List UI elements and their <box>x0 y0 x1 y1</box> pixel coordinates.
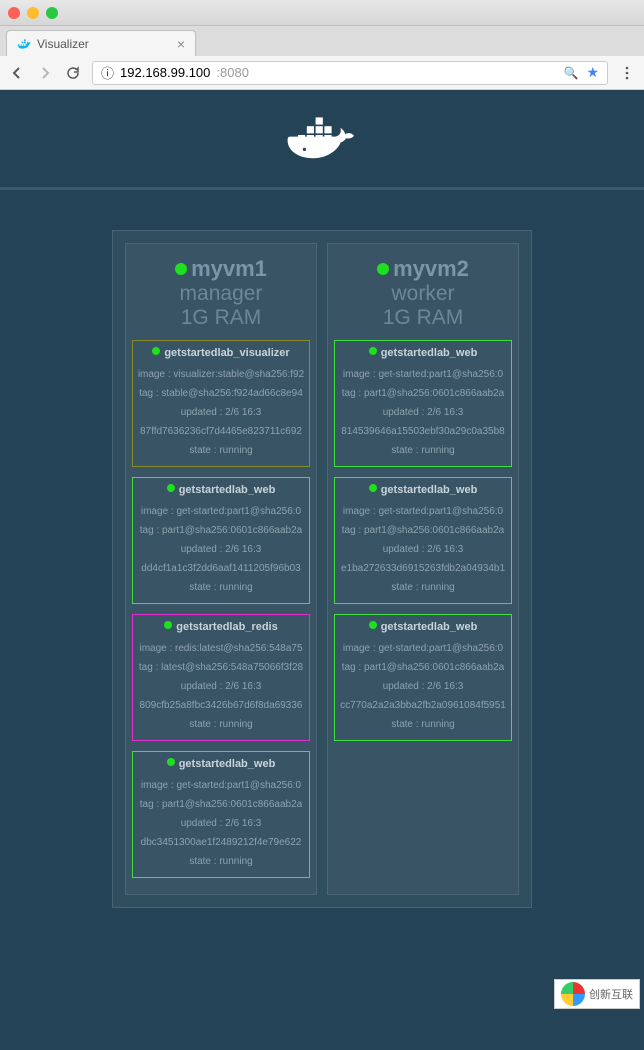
watermark: 创新互联 <box>554 979 640 1009</box>
service-title: getstartedlab_visualizer <box>137 347 305 359</box>
service-detail: state : running <box>137 578 305 597</box>
node-name: myvm2 <box>393 256 469 281</box>
url-host: 192.168.99.100 <box>120 65 210 80</box>
address-bar[interactable]: ⓘ 192.168.99.100 :8080 🔍 ★ <box>92 61 608 85</box>
status-dot-icon <box>152 347 160 355</box>
status-dot-icon <box>369 347 377 355</box>
service-card[interactable]: getstartedlab_webimage : get-started:par… <box>334 477 512 604</box>
tabstrip: Visualizer × <box>0 26 644 56</box>
watermark-icon <box>561 982 585 1006</box>
service-detail: 809cfb25a8fbc3426b67d6f8da69336 <box>137 696 305 715</box>
docker-logo-icon <box>282 109 362 169</box>
service-title: getstartedlab_redis <box>137 621 305 633</box>
service-detail: image : get-started:part1@sha256:0 <box>339 502 507 521</box>
service-detail: dbc3451300ae1f2489212f4e79e622 <box>137 833 305 852</box>
service-detail: state : running <box>137 441 305 460</box>
close-tab-icon[interactable]: × <box>177 36 185 52</box>
service-detail: state : running <box>137 715 305 734</box>
service-detail: updated : 2/6 16:3 <box>339 677 507 696</box>
service-detail: state : running <box>339 578 507 597</box>
node-header: myvm2worker1G RAM <box>334 250 512 340</box>
service-detail: tag : latest@sha256:548a75066f3f28 <box>137 658 305 677</box>
menu-button[interactable] <box>618 64 636 82</box>
browser-window: Visualizer × ⓘ 192.168.99.100 :8080 🔍 ★ <box>0 0 644 1050</box>
node-role: worker <box>334 282 512 306</box>
browser-tab[interactable]: Visualizer × <box>6 30 196 56</box>
service-detail: 87ffd7636236cf7d4465e823711c692 <box>137 422 305 441</box>
page-header <box>0 90 644 190</box>
back-button[interactable] <box>8 64 26 82</box>
service-detail: e1ba272633d6915263fdb2a04934b1 <box>339 559 507 578</box>
service-detail: image : redis:latest@sha256:548a75 <box>137 639 305 658</box>
service-card[interactable]: getstartedlab_webimage : get-started:par… <box>132 751 310 878</box>
service-detail: updated : 2/6 16:3 <box>137 403 305 422</box>
service-detail: image : get-started:part1@sha256:0 <box>339 639 507 658</box>
status-dot-icon <box>175 263 187 275</box>
service-detail: image : get-started:part1@sha256:0 <box>339 365 507 384</box>
status-dot-icon <box>164 621 172 629</box>
status-dot-icon <box>167 758 175 766</box>
titlebar <box>0 0 644 26</box>
reload-button[interactable] <box>64 64 82 82</box>
service-card[interactable]: getstartedlab_webimage : get-started:par… <box>334 340 512 467</box>
service-detail: tag : part1@sha256:0601c866aab2a <box>339 521 507 540</box>
site-info-icon[interactable]: ⓘ <box>101 63 114 82</box>
watermark-text: 创新互联 <box>589 986 633 1002</box>
service-detail: image : visualizer:stable@sha256:f92 <box>137 365 305 384</box>
status-dot-icon <box>377 263 389 275</box>
service-title: getstartedlab_web <box>339 347 507 359</box>
service-detail: updated : 2/6 16:3 <box>339 403 507 422</box>
status-dot-icon <box>369 484 377 492</box>
service-detail: cc770a2a2a3bba2fb2a0961084f5951 <box>339 696 507 715</box>
bookmark-star-icon[interactable]: ★ <box>586 64 599 81</box>
swarm-board: myvm1manager1G RAMgetstartedlab_visualiz… <box>112 230 532 908</box>
service-detail: tag : part1@sha256:0601c866aab2a <box>137 521 305 540</box>
node-header: myvm1manager1G RAM <box>132 250 310 340</box>
service-detail: state : running <box>339 441 507 460</box>
service-detail: state : running <box>137 852 305 871</box>
tab-title: Visualizer <box>37 37 89 51</box>
node-name: myvm1 <box>191 256 267 281</box>
service-detail: dd4cf1a1c3f2dd6aaf1411205f96b03 <box>137 559 305 578</box>
service-detail: tag : stable@sha256:f924ad66c8e94 <box>137 384 305 403</box>
zoom-icon[interactable]: 🔍 <box>563 66 578 80</box>
service-card[interactable]: getstartedlab_visualizerimage : visualiz… <box>132 340 310 467</box>
service-title: getstartedlab_web <box>137 758 305 770</box>
node-ram: 1G RAM <box>132 306 310 330</box>
service-detail: updated : 2/6 16:3 <box>339 540 507 559</box>
service-title: getstartedlab_web <box>339 484 507 496</box>
service-detail: updated : 2/6 16:3 <box>137 540 305 559</box>
service-card[interactable]: getstartedlab_webimage : get-started:par… <box>132 477 310 604</box>
service-detail: image : get-started:part1@sha256:0 <box>137 502 305 521</box>
service-detail: tag : part1@sha256:0601c866aab2a <box>339 384 507 403</box>
page-content: myvm1manager1G RAMgetstartedlab_visualiz… <box>0 90 644 1050</box>
node-column: myvm2worker1G RAMgetstartedlab_webimage … <box>327 243 519 895</box>
node-ram: 1G RAM <box>334 306 512 330</box>
favicon-whale-icon <box>17 37 31 51</box>
service-detail: 814539646a15503ebf30a29c0a35b8 <box>339 422 507 441</box>
service-card[interactable]: getstartedlab_webimage : get-started:par… <box>334 614 512 741</box>
service-card[interactable]: getstartedlab_redisimage : redis:latest@… <box>132 614 310 741</box>
forward-button[interactable] <box>36 64 54 82</box>
traffic-lights <box>8 7 58 19</box>
service-title: getstartedlab_web <box>339 621 507 633</box>
service-title: getstartedlab_web <box>137 484 305 496</box>
toolbar: ⓘ 192.168.99.100 :8080 🔍 ★ <box>0 56 644 90</box>
status-dot-icon <box>167 484 175 492</box>
service-detail: updated : 2/6 16:3 <box>137 814 305 833</box>
service-detail: state : running <box>339 715 507 734</box>
maximize-window-button[interactable] <box>46 7 58 19</box>
node-role: manager <box>132 282 310 306</box>
service-detail: image : get-started:part1@sha256:0 <box>137 776 305 795</box>
minimize-window-button[interactable] <box>27 7 39 19</box>
service-detail: updated : 2/6 16:3 <box>137 677 305 696</box>
status-dot-icon <box>369 621 377 629</box>
url-port: :8080 <box>216 65 249 80</box>
service-detail: tag : part1@sha256:0601c866aab2a <box>339 658 507 677</box>
node-column: myvm1manager1G RAMgetstartedlab_visualiz… <box>125 243 317 895</box>
service-detail: tag : part1@sha256:0601c866aab2a <box>137 795 305 814</box>
close-window-button[interactable] <box>8 7 20 19</box>
